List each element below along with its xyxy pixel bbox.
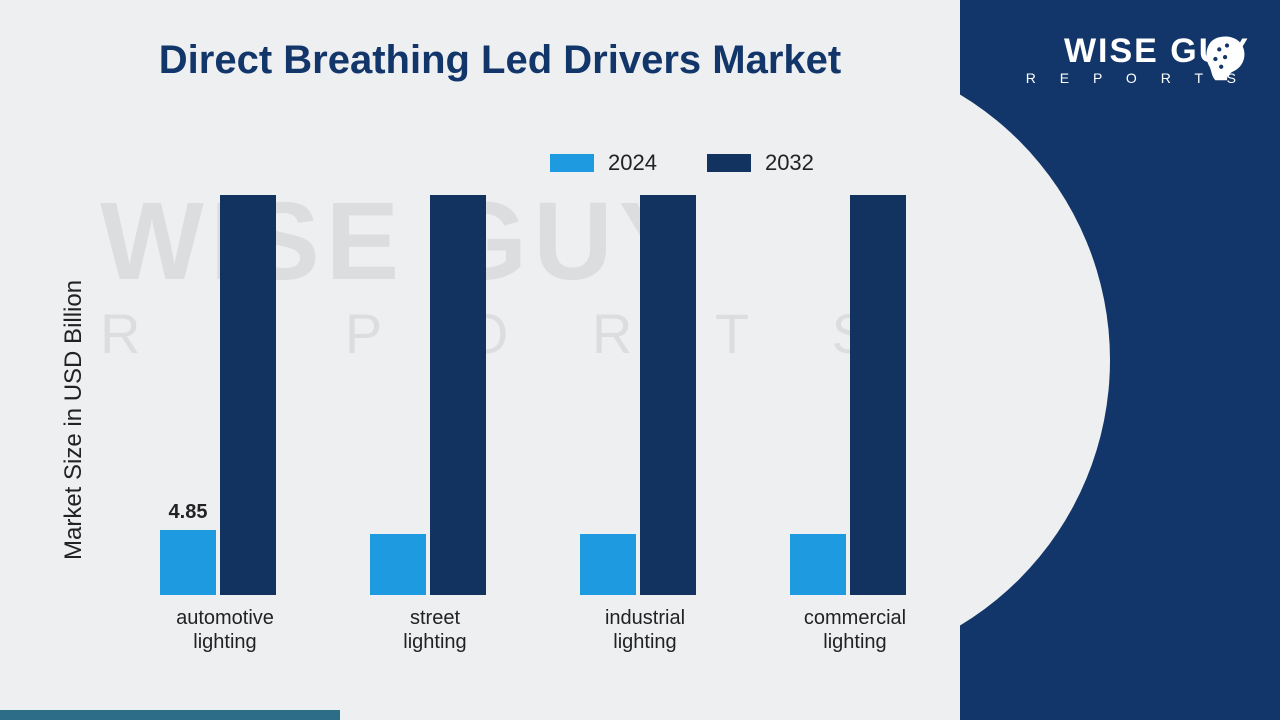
bar-value-label: 4.85 [158,501,218,524]
bar-2032-automotive [220,195,276,595]
plot-area: 4.85 [140,195,960,595]
legend-label-2024: 2024 [608,150,657,176]
brain-head-icon [1198,30,1256,88]
legend-label-2032: 2032 [765,150,814,176]
bar-2024-commercial [790,534,846,595]
bar-2032-commercial [850,195,906,595]
brand-logo: WISE GUY R E P O R T S [1000,34,1250,86]
legend-swatch-2024 [550,154,594,172]
footer-accent-bar [0,710,340,720]
bar-2024-automotive [160,530,216,595]
legend-item-2032: 2032 [707,150,814,176]
x-label-street: streetlighting [350,606,520,654]
bar-2024-industrial [580,534,636,595]
x-label-commercial: commerciallighting [770,606,940,654]
bar-2032-industrial [640,195,696,595]
bar-2032-street [430,195,486,595]
x-axis-labels: automotivelighting streetlighting industri… [140,600,960,660]
legend-item-2024: 2024 [550,150,657,176]
chart-card: WISE GUY R E P O R T S Direct Breathing … [0,0,1280,720]
x-label-automotive: automotivelighting [140,606,310,654]
legend: 2024 2032 [550,150,814,176]
legend-swatch-2032 [707,154,751,172]
chart-title: Direct Breathing Led Drivers Market [120,38,880,83]
y-axis-label: Market Size in USD Billion [60,280,88,560]
x-label-industrial: industriallighting [560,606,730,654]
bar-2024-street [370,534,426,595]
